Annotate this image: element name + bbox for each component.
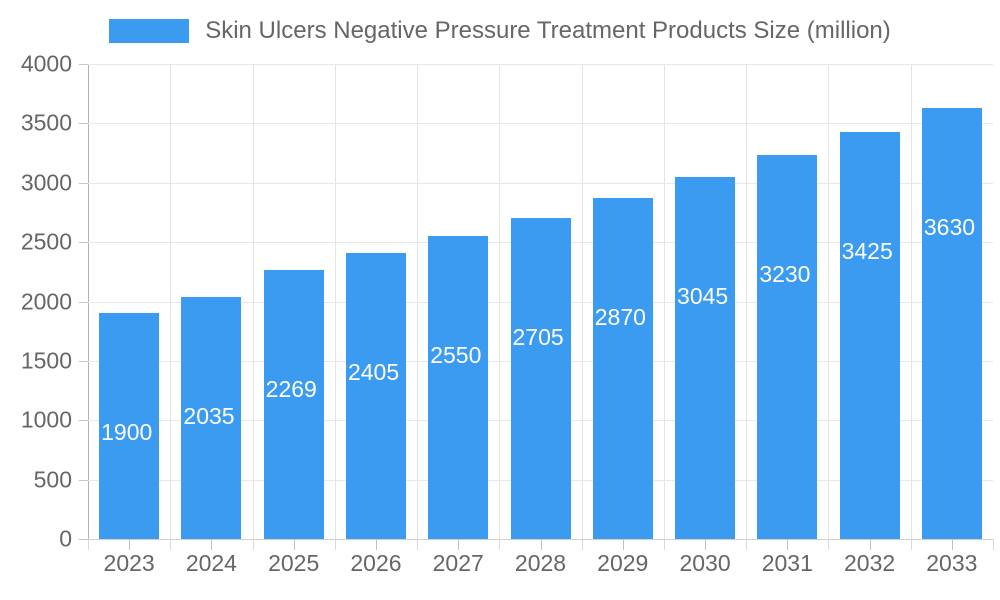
bar[interactable]	[592, 198, 653, 539]
bar[interactable]	[510, 217, 571, 539]
gridline-vertical	[499, 64, 500, 539]
gridline-horizontal	[88, 182, 993, 184]
gridline-vertical	[253, 64, 254, 539]
x-tick-boundary-mark	[253, 539, 254, 550]
x-tick-boundary-mark	[828, 539, 829, 550]
x-tick-boundary-mark	[993, 539, 994, 550]
x-axis-tick-label: 2027	[432, 550, 484, 576]
x-tick-boundary-mark	[88, 539, 89, 550]
y-tick-mark	[79, 242, 88, 244]
x-tick-mark	[787, 539, 788, 550]
x-axis-tick-label: 2031	[761, 550, 813, 576]
x-axis-tick-label: 2028	[514, 550, 567, 576]
x-tick-boundary-mark	[911, 539, 912, 550]
bar[interactable]	[345, 253, 406, 539]
x-tick-boundary-mark	[746, 539, 747, 550]
x-axis-tick-label: 2026	[350, 550, 402, 576]
y-tick-mark	[79, 420, 88, 422]
y-tick-mark	[79, 123, 88, 125]
x-tick-boundary-mark	[335, 539, 336, 550]
y-tick-mark	[79, 301, 88, 303]
bar[interactable]	[181, 297, 242, 539]
bar-value-label: 1900	[101, 419, 153, 446]
gridline-vertical	[335, 64, 336, 539]
gridline-horizontal	[88, 539, 993, 540]
bar[interactable]	[675, 177, 736, 539]
y-axis-tick-label: 0	[59, 525, 72, 552]
bar-value-label: 3230	[759, 261, 811, 288]
x-tick-mark	[705, 539, 706, 550]
legend-item-series-1[interactable]: Skin Ulcers Negative Pressure Treatment …	[109, 19, 891, 43]
gridline-horizontal	[88, 123, 993, 125]
y-axis-tick-label: 3000	[20, 169, 72, 196]
y-axis-tick-label: 2500	[20, 228, 72, 255]
bar-value-label: 3630	[923, 213, 976, 240]
y-tick-mark	[79, 479, 88, 481]
y-axis-tick-label: 1500	[20, 347, 72, 374]
gridline-vertical	[582, 64, 583, 539]
bar-value-label: 2035	[183, 403, 235, 430]
x-tick-boundary-mark	[499, 539, 500, 550]
x-tick-mark	[952, 539, 953, 550]
legend-color-swatch	[109, 19, 190, 43]
plot-area: 1900 2035 2269 2405 2550 2705 2870 3045 3230 3425…	[88, 64, 993, 540]
y-axis-tick-label: 500	[33, 466, 72, 493]
x-tick-mark	[211, 539, 212, 550]
bar-value-label: 3045	[677, 283, 729, 310]
x-tick-mark	[541, 539, 542, 550]
x-axis-tick-label: 2029	[597, 550, 649, 576]
x-axis-tick-label: 2032	[844, 550, 896, 576]
bar[interactable]	[757, 155, 818, 539]
x-tick-mark	[870, 539, 871, 550]
x-axis-tick-label: 2023	[103, 550, 155, 576]
x-tick-boundary-mark	[417, 539, 418, 550]
gridline-horizontal	[88, 64, 993, 65]
y-tick-mark	[79, 539, 88, 540]
bar-value-label: 2550	[430, 342, 482, 369]
bar-value-label: 2705	[512, 323, 564, 350]
y-tick-mark	[79, 360, 88, 362]
legend-label: Skin Ulcers Negative Pressure Treatment …	[205, 17, 891, 44]
x-axis-tick-label: 2030	[679, 550, 731, 576]
x-tick-mark	[376, 539, 377, 550]
x-tick-mark	[458, 539, 459, 550]
bar-value-label: 2870	[594, 304, 646, 331]
bar-value-label: 2405	[347, 359, 400, 386]
bar-value-label: 3425	[841, 238, 893, 265]
y-axis-tick-label: 2000	[20, 288, 72, 314]
y-axis-tick-label: 4000	[20, 50, 72, 77]
gridline-vertical	[170, 64, 171, 539]
x-tick-mark	[129, 539, 130, 550]
y-tick-mark	[79, 182, 88, 184]
bar[interactable]	[99, 313, 160, 539]
bar[interactable]	[921, 107, 982, 539]
x-axis-tick-label: 2025	[268, 550, 320, 576]
x-axis-tick-label: 2024	[185, 550, 237, 576]
chart-legend: Skin Ulcers Negative Pressure Treatment …	[0, 14, 1000, 48]
bar[interactable]	[428, 236, 489, 539]
bar-value-label: 2269	[265, 375, 317, 402]
x-tick-mark	[294, 539, 295, 550]
bar[interactable]	[263, 269, 324, 539]
x-tick-boundary-mark	[664, 539, 665, 550]
y-axis-tick-label: 3500	[20, 109, 72, 136]
x-tick-boundary-mark	[170, 539, 171, 550]
bar[interactable]	[839, 132, 900, 539]
gridline-vertical	[746, 64, 747, 539]
gridline-vertical	[664, 64, 665, 539]
gridline-vertical	[828, 64, 829, 539]
y-tick-mark	[79, 64, 88, 65]
x-tick-boundary-mark	[582, 539, 583, 550]
gridline-vertical	[417, 64, 418, 539]
gridline-vertical	[911, 64, 912, 539]
x-tick-mark	[623, 539, 624, 550]
x-axis-tick-label: 2033	[926, 550, 978, 576]
y-axis-tick-label: 1000	[20, 406, 72, 433]
